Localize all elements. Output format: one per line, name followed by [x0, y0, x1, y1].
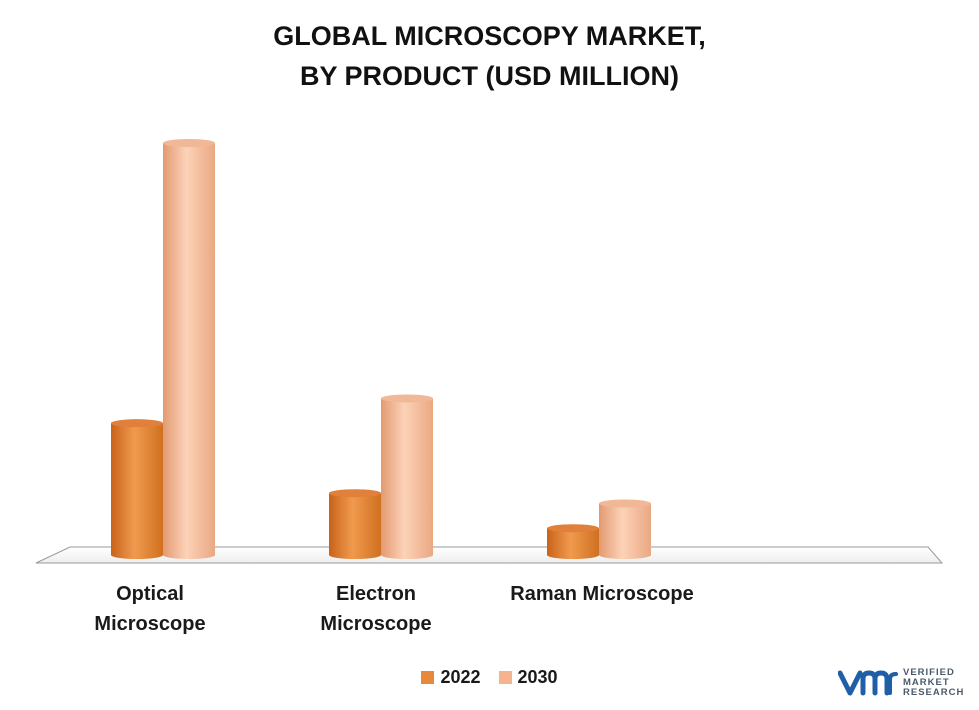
category-label-2: Raman Microscope [510, 583, 694, 605]
category-label-1: Electron Microscope [320, 583, 432, 635]
logo-text: VERIFIED MARKET RESEARCH [903, 667, 965, 698]
bar-2022-2 [547, 528, 599, 559]
bar-top-2022-1 [329, 489, 381, 498]
bar-2030-1 [381, 398, 433, 559]
legend-label-2022: 2022 [440, 667, 481, 687]
legend-item-2022: 2022 [421, 667, 481, 688]
bar-2030-0 [163, 143, 215, 559]
bar-top-2022-2 [547, 524, 599, 533]
vmr-logo-icon [838, 670, 898, 696]
bar-top-2030-2 [599, 499, 651, 508]
verified-market-research-logo: VERIFIED MARKET RESEARCH [838, 668, 964, 698]
legend-swatch-2030 [498, 671, 512, 684]
bar-top-2022-0 [111, 419, 163, 428]
legend-item-2030: 2030 [498, 667, 558, 688]
category-label-0: Optical Microscope [94, 583, 206, 635]
chart-title-line2: BY PRODUCT (USD MILLION) [300, 61, 679, 91]
chart-title: GLOBAL MICROSCOPY MARKET, BY PRODUCT (US… [0, 16, 979, 96]
legend-swatch-2022 [421, 671, 435, 684]
chart-title-line1: GLOBAL MICROSCOPY MARKET, [273, 21, 706, 51]
bar-top-2030-0 [163, 139, 215, 147]
bar-2022-1 [329, 493, 381, 559]
bars-group [111, 139, 651, 559]
bar-top-2030-1 [381, 394, 433, 403]
bar-2022-0 [111, 423, 163, 559]
chart-legend: 2022 2030 [0, 667, 979, 688]
bar-2030-2 [599, 503, 651, 559]
legend-label-2030: 2030 [517, 667, 558, 687]
